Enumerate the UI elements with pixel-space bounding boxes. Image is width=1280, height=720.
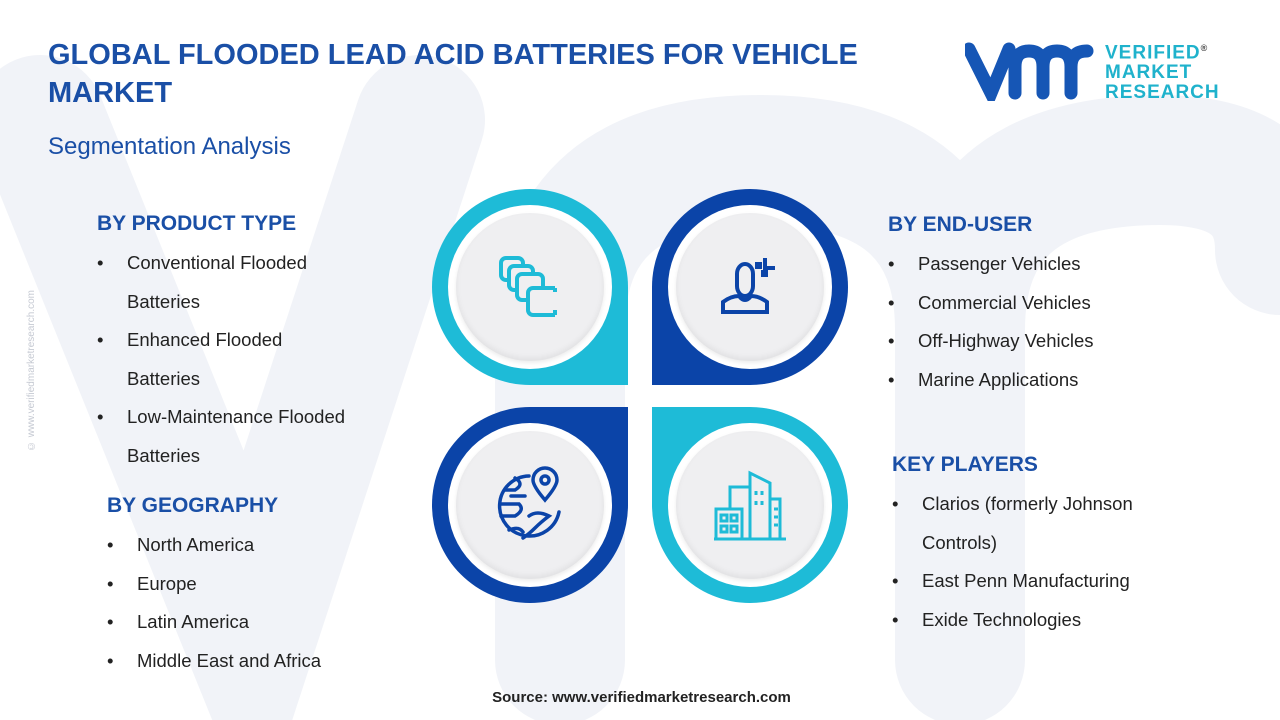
- section-end-user: BY END-USER Passenger Vehicles Commercia…: [888, 211, 1228, 399]
- list-item: Middle East and Africa: [107, 642, 407, 681]
- section-title: BY GEOGRAPHY: [107, 494, 279, 517]
- list-item: Clarios (formerly Johnson Controls): [892, 485, 1212, 562]
- list-item: Passenger Vehicles: [888, 245, 1228, 284]
- list-item: North America: [107, 526, 407, 565]
- section-geography: BY GEOGRAPHY North America Europe Latin …: [107, 492, 407, 680]
- source-caption: Source: www.verifiedmarketresearch.com: [492, 689, 791, 706]
- list-item: Exide Technologies: [892, 601, 1232, 640]
- quadrant-key-players: [652, 407, 848, 603]
- section-key-players: KEY PLAYERS Clarios (formerly Johnson Co…: [892, 451, 1232, 639]
- logo-line3: RESEARCH: [1105, 82, 1220, 104]
- section-product-type: BY PRODUCT TYPE Conventional Flooded Bat…: [97, 210, 397, 475]
- section-title: BY END-USER: [888, 213, 1033, 236]
- list-item: Europe: [107, 565, 407, 604]
- user-icon: [721, 258, 775, 314]
- quadrant-end-user: [652, 189, 848, 385]
- list-item: Marine Applications: [888, 361, 1228, 400]
- logo-line1: VERIFIED: [1105, 42, 1201, 64]
- quadrant-product-type: [432, 189, 628, 385]
- list-item: Latin America: [107, 603, 407, 642]
- list-item: Enhanced Flooded Batteries: [97, 321, 347, 398]
- page-subtitle: Segmentation Analysis: [48, 133, 291, 160]
- section-title: BY PRODUCT TYPE: [97, 212, 297, 235]
- list-item: Off-Highway Vehicles: [888, 322, 1228, 361]
- list-item: East Penn Manufacturing: [892, 562, 1232, 601]
- logo-line2: MARKET: [1105, 62, 1193, 84]
- globe-pin-icon: [497, 466, 561, 540]
- list-item: Low-Maintenance Flooded Batteries: [97, 398, 347, 475]
- quadrant-geography: [432, 407, 628, 603]
- logo-mark: [962, 41, 1095, 109]
- page-title: GLOBAL FLOODED LEAD ACID BATTERIES FOR V…: [48, 39, 858, 109]
- vmr-logo: VERIFIED® MARKET RESEARCH: [962, 38, 1220, 109]
- registered-mark: ®: [1200, 43, 1209, 53]
- side-watermark-text: © www.verifiedmarketresearch.com: [26, 290, 37, 452]
- list-item: Conventional Flooded Batteries: [97, 244, 357, 321]
- buildings-icon: [714, 470, 786, 541]
- layers-icon: [499, 256, 557, 317]
- header: GLOBAL FLOODED LEAD ACID BATTERIES FOR V…: [48, 36, 928, 162]
- section-title: KEY PLAYERS: [892, 453, 1038, 476]
- list-item: Commercial Vehicles: [888, 284, 1228, 323]
